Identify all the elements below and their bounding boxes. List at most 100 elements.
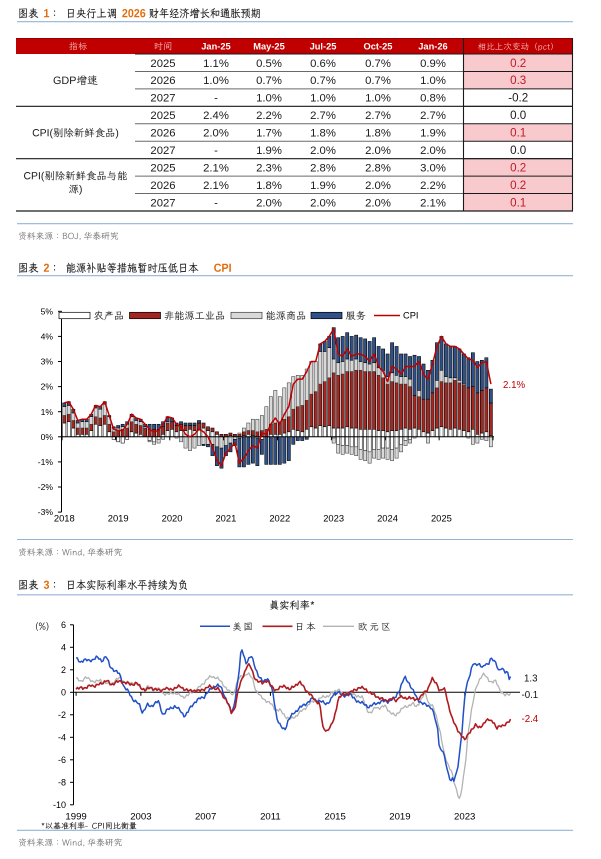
svg-text:0.7%: 0.7% [365,58,391,70]
svg-text:0.8%: 0.8% [420,93,446,105]
svg-text:1.7%: 1.7% [256,128,282,140]
svg-text:-3%: -3% [38,507,54,517]
svg-text:2.1%: 2.1% [203,180,229,192]
svg-text:-10: -10 [53,800,66,810]
svg-text:0.0: 0.0 [510,144,526,157]
svg-text:0.2: 0.2 [510,57,526,70]
svg-text:-0.2: -0.2 [508,92,528,105]
svg-text:0.2: 0.2 [510,179,526,192]
svg-text:2027: 2027 [150,145,175,157]
svg-text:2.0%: 2.0% [365,180,391,192]
svg-text:-1%: -1% [38,457,54,467]
svg-text:2.1%: 2.1% [503,380,525,391]
svg-text:0.7%: 0.7% [365,75,391,87]
svg-text:2007: 2007 [195,811,216,822]
svg-text:2026: 2026 [150,75,175,87]
svg-text:2.0%: 2.0% [256,197,282,209]
svg-text:2.1%: 2.1% [203,162,229,174]
svg-text:2023: 2023 [323,513,344,524]
svg-text:1%: 1% [41,407,54,417]
svg-text:2.8%: 2.8% [365,162,391,174]
svg-text:-: - [214,197,218,209]
svg-text:2025: 2025 [431,513,452,524]
svg-text:1999: 1999 [65,811,86,822]
svg-text:-8: -8 [58,778,66,788]
svg-text:-2: -2 [58,710,66,720]
svg-text:-0.1: -0.1 [522,690,539,701]
svg-text:1.1%: 1.1% [203,58,229,70]
svg-text:6: 6 [61,620,66,630]
svg-text:2025: 2025 [150,58,175,70]
svg-text:0: 0 [61,688,66,698]
svg-text:Jan-25: Jan-25 [201,41,230,51]
svg-text:2: 2 [61,665,66,675]
svg-text:3.0%: 3.0% [420,162,446,174]
svg-text:0%: 0% [41,432,54,442]
svg-text:-6: -6 [58,755,66,765]
svg-text:2027: 2027 [150,93,175,105]
svg-text:2025: 2025 [150,110,175,122]
svg-text:0.6%: 0.6% [310,58,336,70]
svg-text:2018: 2018 [54,513,75,524]
svg-text:Jul-25: Jul-25 [310,41,337,51]
svg-text:-4: -4 [58,733,66,743]
svg-text:2024: 2024 [377,513,398,524]
svg-text:0.5%: 0.5% [256,58,282,70]
svg-text:2.0%: 2.0% [310,197,336,209]
svg-text:3%: 3% [41,357,54,367]
svg-text:2.2%: 2.2% [256,110,282,122]
svg-text:2019: 2019 [389,811,410,822]
svg-text:2011: 2011 [260,811,281,822]
svg-text:2.4%: 2.4% [203,110,229,122]
svg-text:1.0%: 1.0% [420,75,446,87]
svg-text:2003: 2003 [130,811,151,822]
svg-text:2.0%: 2.0% [365,197,391,209]
svg-text:2.0%: 2.0% [420,145,446,157]
svg-text:5%: 5% [41,306,54,316]
svg-text:1.0%: 1.0% [365,93,391,105]
svg-text:2.7%: 2.7% [310,110,336,122]
svg-text:1.0%: 1.0% [310,93,336,105]
svg-text:1.0%: 1.0% [256,93,282,105]
svg-text:2025: 2025 [150,162,175,174]
svg-text:1.8%: 1.8% [365,128,391,140]
svg-text:2027: 2027 [150,197,175,209]
svg-text:2021: 2021 [215,513,236,524]
svg-text:0.7%: 0.7% [256,75,282,87]
svg-text:1.9%: 1.9% [420,128,446,140]
svg-text:0.9%: 0.9% [420,58,446,70]
svg-text:2.2%: 2.2% [420,180,446,192]
svg-text:4: 4 [61,643,66,653]
svg-text:4%: 4% [41,332,54,342]
svg-text:-: - [214,145,218,157]
svg-text:0.7%: 0.7% [310,75,336,87]
svg-text:2.8%: 2.8% [310,162,336,174]
svg-text:2.1%: 2.1% [420,197,446,209]
svg-text:2.0%: 2.0% [203,128,229,140]
svg-text:1.8%: 1.8% [310,128,336,140]
svg-text:2026: 2026 [150,180,175,192]
svg-text:-: - [214,93,218,105]
svg-text:2.3%: 2.3% [256,162,282,174]
svg-text:1.9%: 1.9% [310,180,336,192]
svg-text:1.3: 1.3 [524,673,537,684]
svg-text:0.0: 0.0 [510,109,526,122]
svg-text:Jan-26: Jan-26 [418,41,447,51]
svg-text:0.1: 0.1 [510,127,526,140]
svg-text:2.0%: 2.0% [365,145,391,157]
svg-text:-2%: -2% [38,482,54,492]
svg-text:0.3: 0.3 [510,74,526,87]
svg-text:2%: 2% [41,382,54,392]
svg-text:2.7%: 2.7% [365,110,391,122]
svg-text:2022: 2022 [269,513,290,524]
svg-text:1.0%: 1.0% [203,75,229,87]
svg-text:2020: 2020 [162,513,183,524]
svg-text:2023: 2023 [454,811,475,822]
svg-text:0.2: 0.2 [510,161,526,174]
svg-text:0.1: 0.1 [510,196,526,209]
svg-text:2.7%: 2.7% [420,110,446,122]
svg-text:1.9%: 1.9% [256,145,282,157]
svg-text:2.0%: 2.0% [310,145,336,157]
svg-text:1.8%: 1.8% [256,180,282,192]
svg-text:Oct-25: Oct-25 [364,41,393,51]
